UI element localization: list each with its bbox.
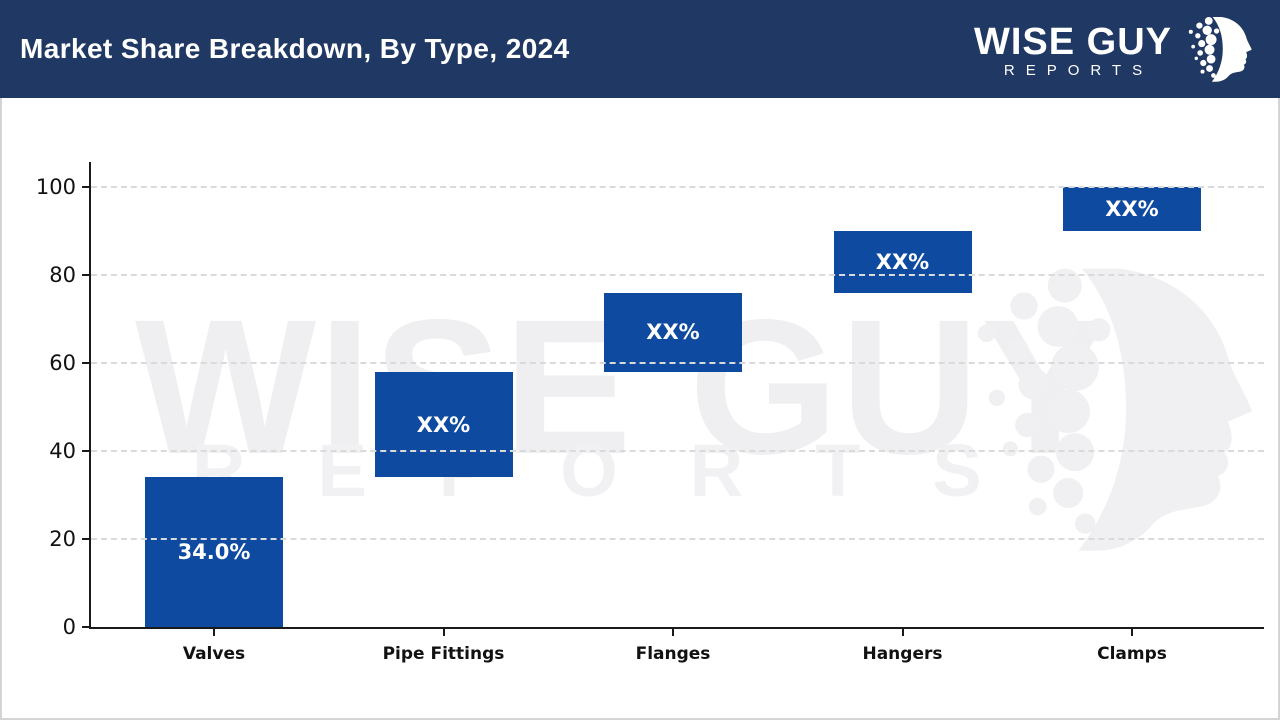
y-tick-label: 40	[49, 439, 76, 463]
bar-value-label: 34.0%	[177, 540, 251, 565]
x-tick-mark	[442, 629, 445, 636]
y-tick-mark	[82, 362, 90, 364]
x-category-label: Valves	[182, 644, 246, 664]
chart-panel: WISE GUY REPORTS 34.0% XX% XX% XX% XX% 0 20 40 6…	[0, 98, 1280, 720]
page-title: Market Share Breakdown, By Type, 2024	[20, 33, 570, 64]
gridline	[91, 274, 1264, 276]
x-tick-mark	[213, 629, 215, 636]
wiseguy-face-icon	[1188, 17, 1252, 82]
y-tick-mark	[82, 186, 90, 188]
x-axis-line	[89, 627, 1264, 629]
x-tick-mark	[672, 629, 674, 636]
bar-segment	[604, 292, 742, 372]
gridline	[91, 186, 1264, 188]
bar-segment	[1063, 187, 1201, 231]
y-tick-mark	[82, 626, 90, 628]
logo-subtext: REPORTS	[1003, 62, 1154, 79]
logo-wordmark: WISE GUY	[973, 21, 1172, 63]
bar-segment	[833, 231, 972, 293]
bar-segment	[374, 371, 513, 478]
y-tick-label: 100	[35, 175, 76, 199]
bar-value-label: XX%	[1105, 197, 1159, 221]
y-tick-mark	[82, 538, 90, 540]
y-tick-label: 60	[49, 351, 76, 375]
x-tick-mark	[901, 629, 904, 636]
y-tick-mark	[82, 274, 90, 276]
gridline	[91, 450, 1264, 452]
x-tick-mark	[1131, 629, 1133, 636]
wiseguy-logo: WISE GUY REPORTS	[974, 7, 1254, 91]
y-tick-label: 0	[62, 615, 76, 639]
x-category-label: Flanges	[635, 644, 711, 664]
gridline	[91, 362, 1264, 364]
bar-value-label: XX%	[875, 249, 930, 274]
bar-segment	[145, 477, 283, 627]
plot-area: 34.0% XX% XX% XX% XX% 0 20 40 60 80 100 Valves Pipe …	[2, 98, 1278, 718]
y-tick-mark	[82, 450, 90, 452]
x-category-label: Clamps	[1097, 644, 1167, 664]
header-bar: Market Share Breakdown, By Type, 2024 WI…	[0, 0, 1280, 98]
x-category-label: Pipe Fittings	[382, 644, 505, 664]
gridline	[91, 538, 1264, 540]
bar-value-label: XX%	[416, 412, 471, 437]
y-axis-line	[89, 162, 91, 629]
logo-text: WISE GUY REPORTS	[974, 23, 1172, 79]
y-tick-label: 80	[49, 263, 76, 287]
bar-value-label: XX%	[646, 320, 700, 345]
y-tick-label: 20	[49, 527, 76, 551]
x-category-label: Hangers	[862, 644, 943, 664]
